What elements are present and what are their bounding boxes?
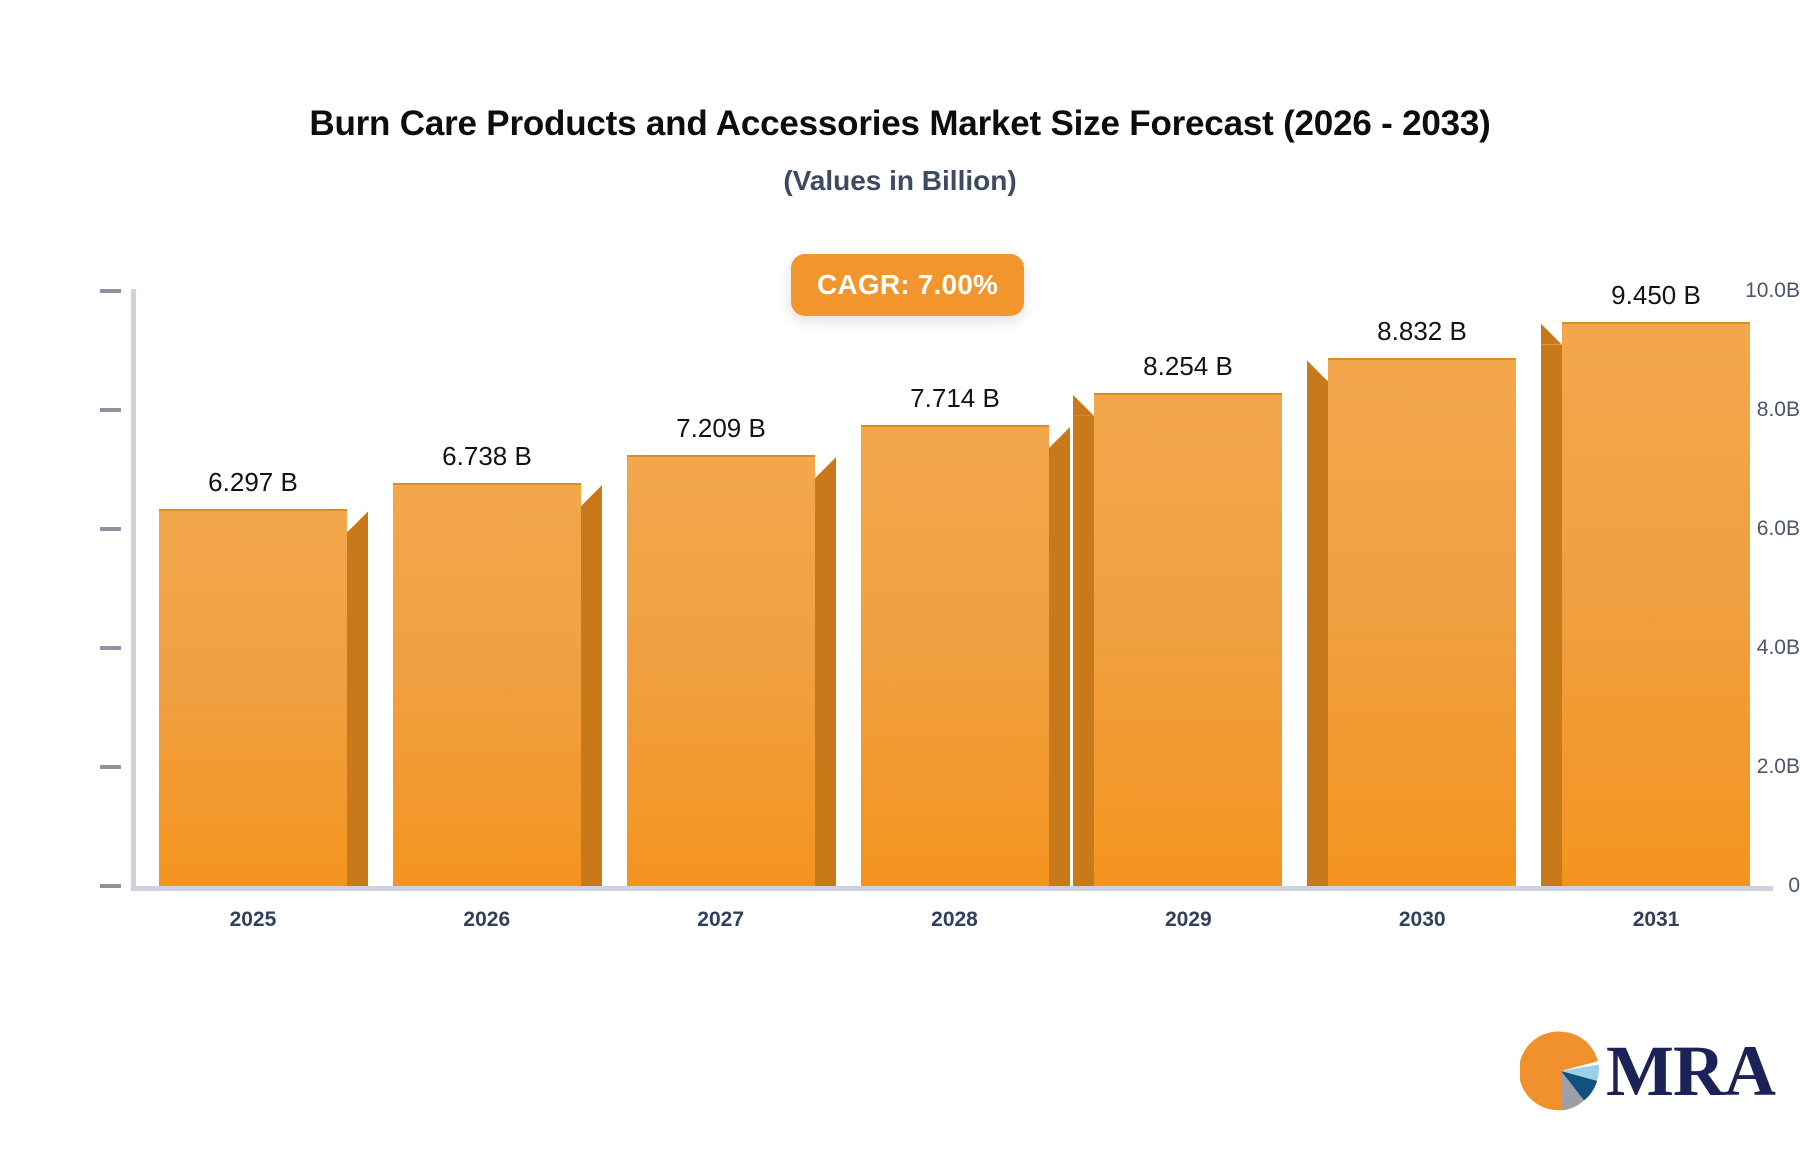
bar-side-face	[1541, 344, 1562, 886]
bar-side-face	[1073, 415, 1094, 886]
bar-top-bevel	[815, 457, 836, 479]
bar-front-face	[627, 455, 815, 886]
logo-text: MRA	[1606, 1030, 1776, 1111]
page-title: Burn Care Products and Accessories Marke…	[309, 104, 1491, 143]
y-axis-tick	[100, 884, 121, 888]
bar-top-bevel	[1541, 323, 1562, 345]
x-axis-label: 2027	[697, 908, 744, 931]
bar[interactable]: 6.297 B	[159, 467, 368, 886]
bar-front-face	[1094, 392, 1282, 886]
chart-subtitle: (Values in Billion)	[783, 164, 1017, 196]
bar-top-bevel	[347, 511, 368, 533]
bar-value-label: 9.450 B	[1611, 279, 1701, 310]
bar[interactable]: 7.209 B	[627, 413, 836, 886]
y-axis-label: 8.0B	[1756, 398, 1800, 421]
bar-value-label: 6.738 B	[442, 441, 532, 472]
bar[interactable]: 6.738 B	[393, 441, 602, 886]
x-axis-label: 2031	[1632, 908, 1680, 931]
y-axis-tick	[100, 408, 121, 412]
bar-value-label: 7.714 B	[910, 383, 1000, 414]
bar-top-bevel	[1307, 360, 1328, 382]
bar-side-face	[815, 478, 836, 886]
y-axis-label: 10.0B	[1745, 279, 1800, 302]
cagr-badge: CAGR: 7.00%	[791, 254, 1025, 316]
bar-front-face	[1328, 358, 1516, 886]
y-axis-tick	[100, 527, 121, 531]
x-axis-label: 2030	[1398, 908, 1446, 931]
bar-side-face	[581, 506, 602, 886]
bar-side-face	[1049, 448, 1070, 886]
bar-top-bevel	[1073, 394, 1094, 416]
y-axis-label: 6.0B	[1756, 517, 1800, 540]
pie-chart-icon	[1520, 1031, 1599, 1111]
y-axis-tick	[100, 765, 121, 769]
y-axis-tick	[100, 646, 121, 650]
bar-value-label: 8.254 B	[1143, 350, 1233, 381]
bar-front-face	[393, 483, 581, 886]
bar-top-bevel	[581, 485, 602, 507]
bar[interactable]: 7.714 B	[861, 383, 1070, 886]
y-axis-label: 2.0B	[1756, 755, 1800, 778]
bar-top-bevel	[1049, 427, 1070, 449]
bar-side-face	[1307, 381, 1328, 886]
bar[interactable]: 8.832 B	[1307, 316, 1516, 886]
bar-value-label: 8.832 B	[1377, 316, 1467, 347]
bar-front-face	[159, 509, 347, 886]
y-axis-label: 0	[1788, 874, 1800, 897]
bar-value-label: 7.209 B	[676, 413, 766, 444]
y-axis-line	[131, 289, 136, 887]
x-axis-label: 2028	[931, 908, 978, 931]
bar[interactable]: 8.254 B	[1073, 351, 1282, 886]
bar-front-face	[861, 425, 1049, 886]
title-block: Burn Care Products and Accessories Marke…	[0, 104, 1800, 196]
y-axis-tick	[100, 289, 121, 293]
x-axis-label: 2029	[1164, 908, 1212, 931]
x-axis-line	[131, 886, 1773, 891]
cagr-badge-label: CAGR: 7.00%	[817, 269, 999, 300]
mra-logo: MRA	[1520, 1030, 1776, 1112]
bar-front-face	[1562, 321, 1750, 886]
bar-value-label: 6.297 B	[208, 467, 298, 498]
y-axis-label: 4.0B	[1756, 636, 1800, 659]
bar[interactable]: 9.450 B	[1541, 280, 1750, 886]
x-axis-label: 2025	[229, 908, 277, 931]
bar-side-face	[347, 532, 368, 886]
x-axis-label: 2026	[463, 908, 511, 931]
